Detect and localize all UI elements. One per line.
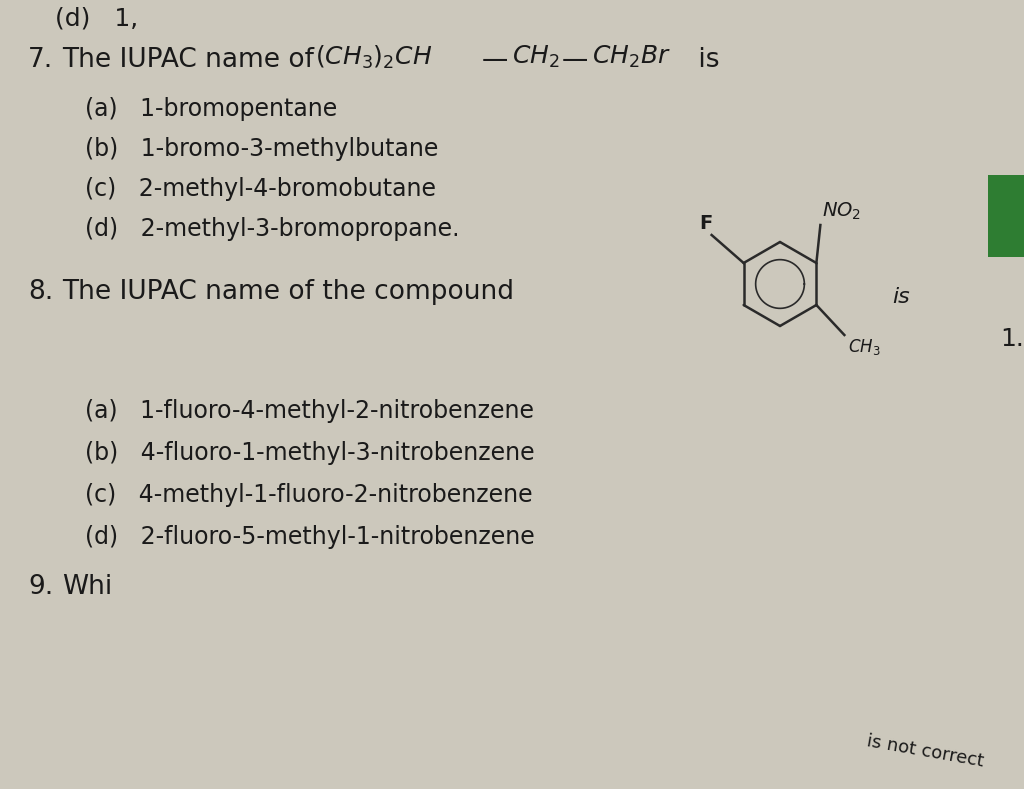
Text: 1.: 1. — [1000, 327, 1024, 351]
Text: is: is — [690, 47, 720, 73]
Text: Whi: Whi — [62, 574, 113, 600]
Text: The IUPAC name of the compound: The IUPAC name of the compound — [62, 279, 514, 305]
Text: $CH_3$: $CH_3$ — [848, 337, 881, 357]
Text: (d)   1,: (d) 1, — [55, 7, 138, 31]
Text: (b)   4-fluoro-1-methyl-3-nitrobenzene: (b) 4-fluoro-1-methyl-3-nitrobenzene — [85, 441, 535, 465]
Text: —: — — [562, 47, 588, 73]
Text: (c)   4-methyl-1-fluoro-2-nitrobenzene: (c) 4-methyl-1-fluoro-2-nitrobenzene — [85, 483, 532, 507]
Text: —: — — [482, 47, 508, 73]
Text: F: F — [699, 214, 713, 233]
Text: $CH_2$: $CH_2$ — [512, 44, 560, 70]
Text: $NO_2$: $NO_2$ — [822, 200, 861, 222]
Text: 8.: 8. — [28, 279, 53, 305]
Text: 9.: 9. — [28, 574, 53, 600]
Bar — [988, 175, 1024, 257]
Text: 7.: 7. — [28, 47, 53, 73]
Text: (a)   1-fluoro-4-methyl-2-nitrobenzene: (a) 1-fluoro-4-methyl-2-nitrobenzene — [85, 399, 534, 423]
Text: (a)   1-bromopentane: (a) 1-bromopentane — [85, 97, 337, 121]
Text: (d)   2-methyl-3-bromopropane.: (d) 2-methyl-3-bromopropane. — [85, 217, 460, 241]
Text: The IUPAC name of: The IUPAC name of — [62, 47, 323, 73]
Text: is not correct: is not correct — [865, 733, 985, 771]
Text: (b)   1-bromo-3-methylbutane: (b) 1-bromo-3-methylbutane — [85, 137, 438, 161]
Text: $(CH_3)_2CH$: $(CH_3)_2CH$ — [315, 44, 432, 71]
Text: (c)   2-methyl-4-bromobutane: (c) 2-methyl-4-bromobutane — [85, 177, 436, 201]
Text: (d)   2-fluoro-5-methyl-1-nitrobenzene: (d) 2-fluoro-5-methyl-1-nitrobenzene — [85, 525, 535, 549]
Text: is: is — [892, 287, 909, 307]
Text: $CH_2Br$: $CH_2Br$ — [592, 44, 671, 70]
